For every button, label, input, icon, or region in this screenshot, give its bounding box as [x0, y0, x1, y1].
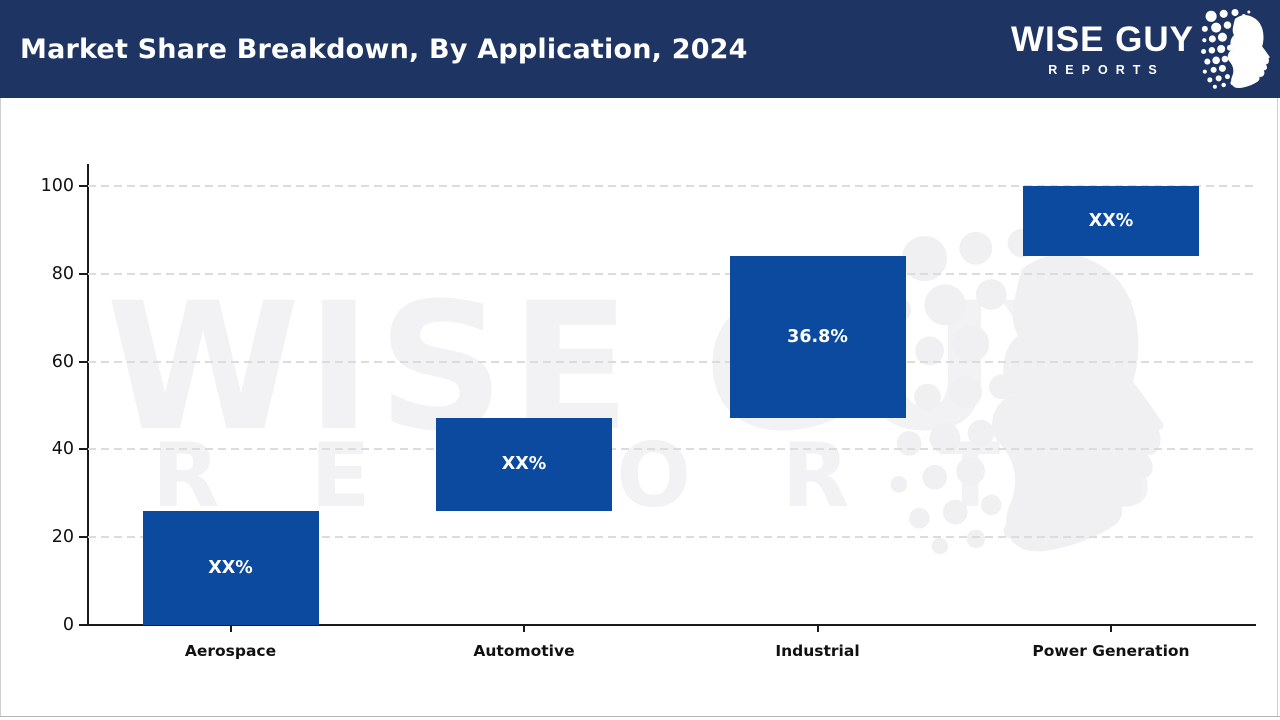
gridline-80: [88, 272, 1256, 275]
right-border: [1277, 98, 1278, 717]
y-tick-mark: [79, 272, 88, 275]
y-tick-mark: [79, 360, 88, 363]
gridline-60: [88, 360, 1256, 363]
gridline-100: [88, 185, 1256, 187]
y-axis-line: [87, 164, 89, 626]
x-tick-mark: [229, 626, 232, 632]
y-tick-mark: [79, 536, 88, 539]
bar-value-label: XX%: [501, 454, 547, 475]
y-tick-label-0: 0: [62, 615, 74, 635]
bar-value-label: XX%: [1088, 211, 1134, 232]
left-border: [0, 98, 1, 717]
bar-power-generation: XX%: [1023, 186, 1199, 257]
y-tick-label-40: 40: [51, 439, 74, 460]
y-tick-label-60: 60: [51, 351, 74, 372]
y-tick-mark: [79, 185, 88, 187]
page-title: Market Share Breakdown, By Application, …: [20, 33, 748, 65]
x-category-label-3: Power Generation: [1032, 642, 1190, 660]
logo-wordmark: WISE GUY: [1010, 19, 1194, 59]
x-category-label-0: Aerospace: [184, 642, 277, 660]
bar-industrial: 36.8%: [729, 256, 906, 418]
header-bar: Market Share Breakdown, By Application, …: [0, 0, 1280, 98]
x-category-label-1: Automotive: [473, 642, 575, 660]
footer-divider: [0, 716, 1280, 717]
gridline-20: [88, 536, 1256, 539]
y-tick-label-20: 20: [51, 527, 74, 548]
y-tick-label-100: 100: [40, 176, 74, 196]
bar-aerospace: XX%: [142, 510, 319, 625]
x-axis-line: [87, 624, 1256, 626]
bar-value-label: XX%: [208, 557, 253, 578]
y-tick-mark: [79, 448, 88, 451]
gridline-40: [88, 448, 1256, 451]
y-tick-label-80: 80: [51, 263, 74, 284]
wise-guy-logo: WISE GUY REPORTS: [1011, 0, 1194, 98]
x-category-label-2: Industrial: [775, 642, 860, 660]
bar-automotive: XX%: [436, 417, 612, 511]
x-tick-mark: [523, 626, 525, 632]
logo-subtitle: REPORTS: [1048, 62, 1165, 77]
x-tick-mark: [1110, 626, 1112, 632]
x-tick-mark: [816, 626, 819, 632]
bar-value-label: 36.8%: [787, 327, 848, 347]
y-tick-mark: [79, 624, 88, 626]
